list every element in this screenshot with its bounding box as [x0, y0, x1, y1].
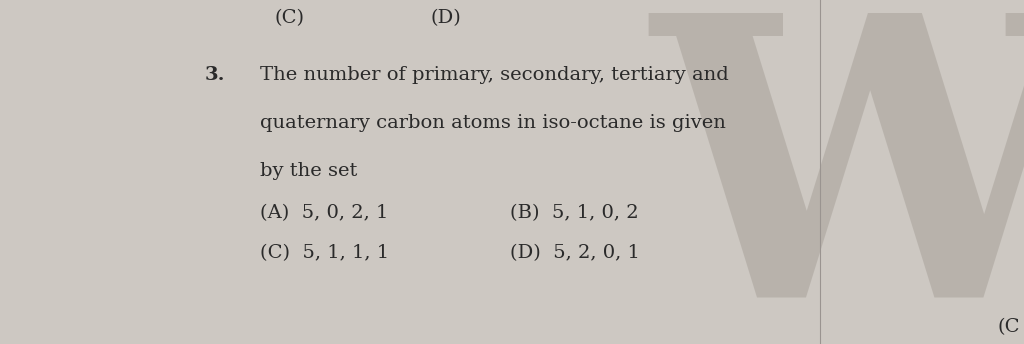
Text: The number of primary, secondary, tertiary and: The number of primary, secondary, tertia…: [260, 66, 729, 84]
Text: (C): (C): [275, 9, 305, 27]
Text: (C: (C: [997, 318, 1020, 336]
Text: (B)  5, 1, 0, 2: (B) 5, 1, 0, 2: [510, 204, 639, 222]
Text: (D)  5, 2, 0, 1: (D) 5, 2, 0, 1: [510, 244, 640, 262]
Text: W: W: [651, 0, 1024, 344]
Text: by the set: by the set: [260, 162, 357, 180]
Text: (D): (D): [430, 9, 461, 27]
Text: quaternary carbon atoms in iso-octane is given: quaternary carbon atoms in iso-octane is…: [260, 114, 726, 132]
Text: (A)  5, 0, 2, 1: (A) 5, 0, 2, 1: [260, 204, 388, 222]
Text: (C)  5, 1, 1, 1: (C) 5, 1, 1, 1: [260, 244, 389, 262]
Text: 3.: 3.: [205, 66, 225, 84]
